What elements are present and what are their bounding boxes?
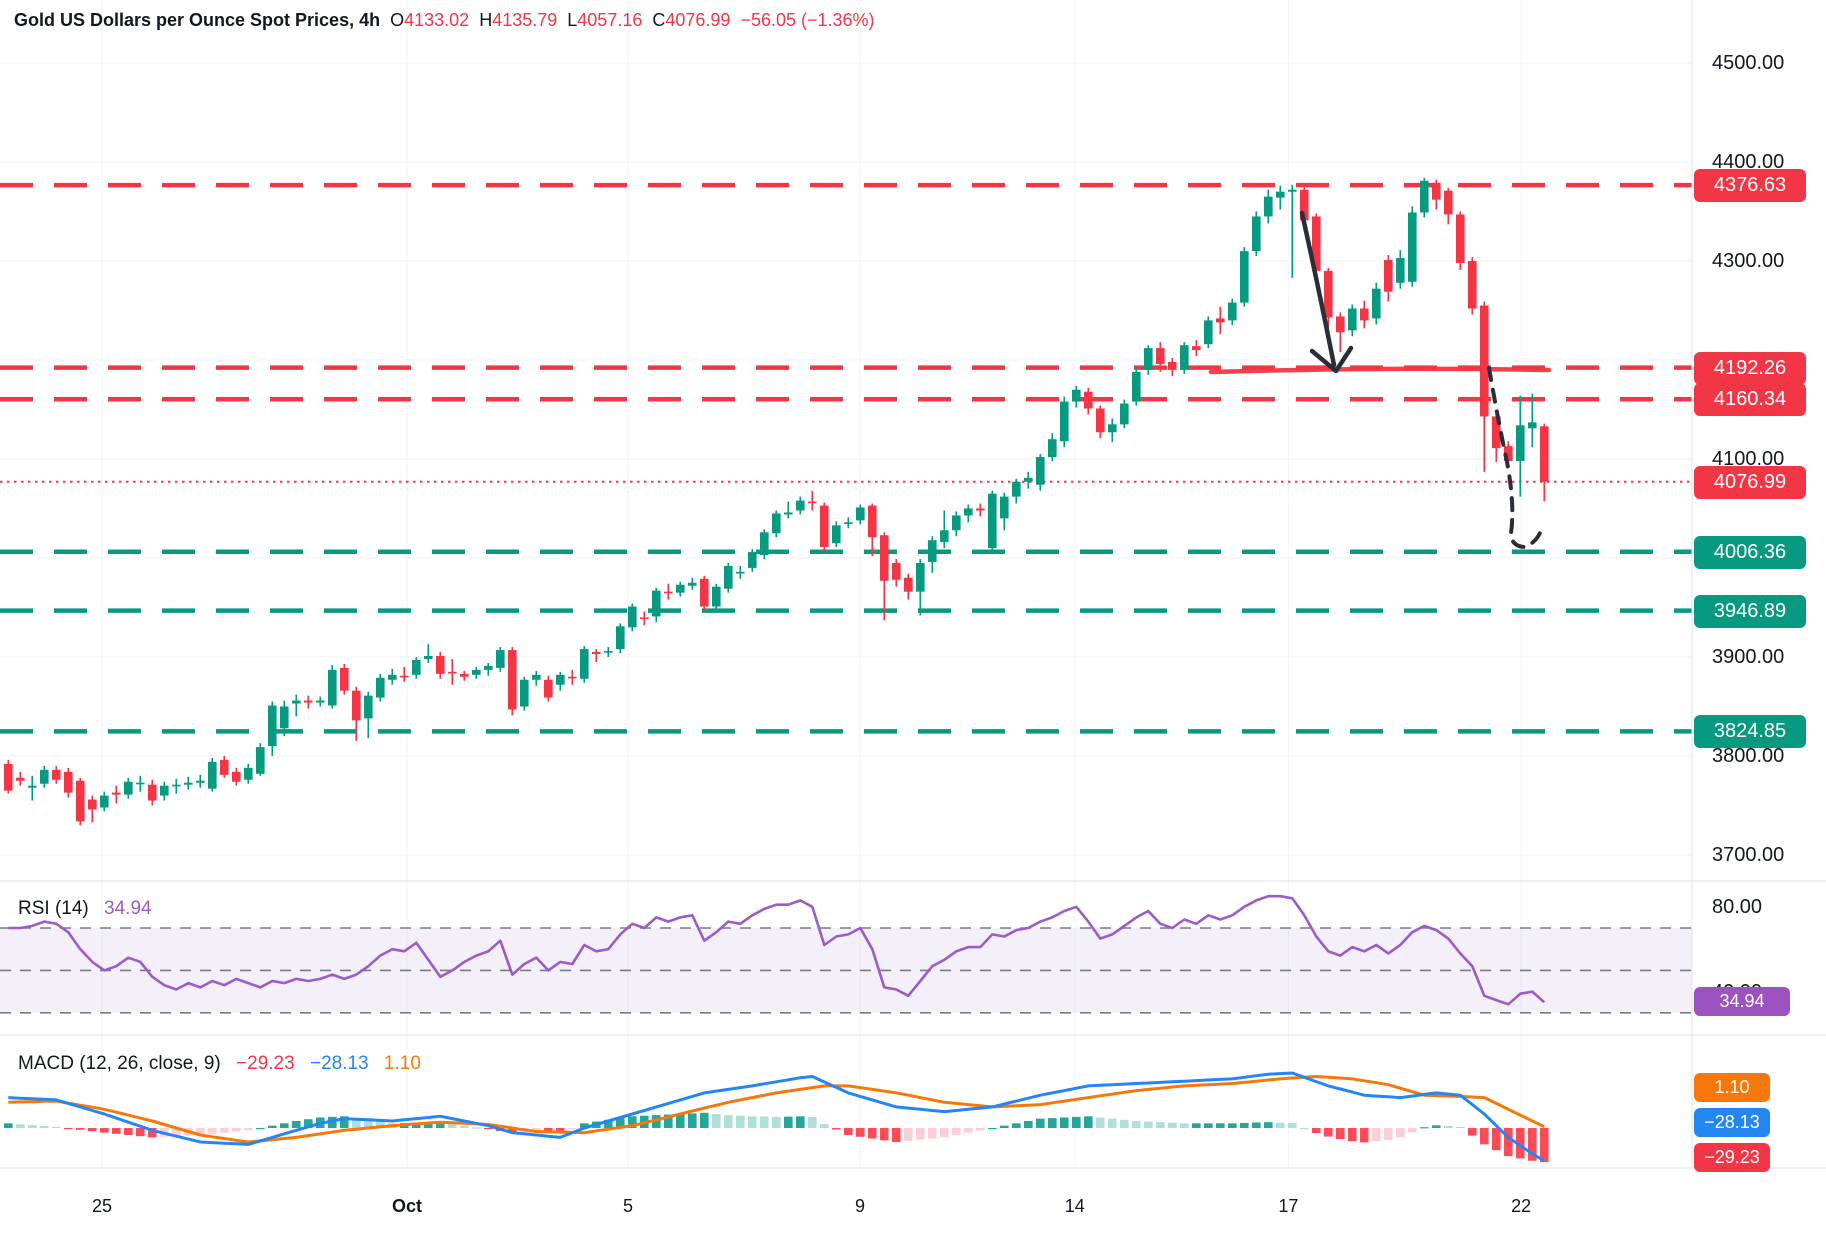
price-axis-label[interactable]: 4300.00 bbox=[1712, 250, 1785, 272]
time-axis-label[interactable]: 14 bbox=[1064, 1196, 1085, 1216]
time-axis-label[interactable]: 5 bbox=[623, 1196, 634, 1216]
change-value: −56.05 (−1.36%) bbox=[740, 10, 875, 30]
time-axis-label[interactable]: 17 bbox=[1278, 1196, 1299, 1216]
price-level-badge: 4160.34 bbox=[1694, 383, 1806, 417]
price-level-badge: 4076.99 bbox=[1694, 465, 1806, 499]
symbol-title: Gold US Dollars per Ounce Spot Prices, 4… bbox=[14, 10, 381, 30]
time-axis-label[interactable]: 25 bbox=[91, 1196, 112, 1216]
macd-hist-value: −29.23 bbox=[236, 1053, 295, 1074]
rsi-legend: RSI (14) 34.94 bbox=[18, 898, 152, 920]
price-axis-label[interactable]: 4400.00 bbox=[1712, 151, 1785, 173]
macd-label: MACD (12, 26, close, 9) bbox=[18, 1053, 221, 1074]
macd-value-badge: −28.13 bbox=[1694, 1108, 1770, 1137]
macd-legend: MACD (12, 26, close, 9) −29.23 −28.13 1.… bbox=[18, 1053, 421, 1075]
price-level-badge: 4376.63 bbox=[1694, 169, 1806, 203]
price-axis-label[interactable]: 3900.00 bbox=[1712, 646, 1785, 668]
symbol-legend: Gold US Dollars per Ounce Spot Prices, 4… bbox=[14, 10, 875, 31]
open-label: O bbox=[390, 10, 405, 30]
rsi-axis-label[interactable]: 80.00 bbox=[1712, 895, 1763, 918]
price-axis-label[interactable]: 3800.00 bbox=[1712, 745, 1785, 767]
price-level-badge: 4192.26 bbox=[1694, 351, 1806, 385]
time-axis-label[interactable]: Oct bbox=[391, 1196, 423, 1216]
macd-value-badge: 1.10 bbox=[1694, 1073, 1770, 1102]
close-label: C bbox=[652, 10, 666, 30]
time-axis-label[interactable]: 9 bbox=[854, 1196, 866, 1216]
macd-value-badge: −29.23 bbox=[1694, 1143, 1770, 1172]
price-axis-label[interactable]: 3700.00 bbox=[1712, 844, 1785, 866]
rsi-value-badge: 34.94 bbox=[1694, 987, 1790, 1017]
open-value: 4133.02 bbox=[404, 10, 470, 30]
low-value: 4057.16 bbox=[577, 10, 643, 30]
macd-line-value: −28.13 bbox=[309, 1053, 369, 1074]
price-level-badge: 4006.36 bbox=[1694, 535, 1806, 569]
close-value: 4076.99 bbox=[665, 10, 731, 30]
price-level-badge: 3946.89 bbox=[1694, 594, 1806, 628]
time-axis-label[interactable]: 22 bbox=[1511, 1196, 1532, 1216]
high-value: 4135.79 bbox=[492, 10, 558, 30]
price-level-badge: 3824.85 bbox=[1694, 715, 1806, 749]
high-label: H bbox=[479, 10, 493, 30]
price-axis-label[interactable]: 4100.00 bbox=[1712, 448, 1785, 470]
price-axis-label[interactable]: 4500.00 bbox=[1712, 52, 1785, 74]
rsi-label: RSI (14) bbox=[18, 898, 89, 919]
low-label: L bbox=[567, 10, 578, 30]
rsi-value: 34.94 bbox=[104, 898, 152, 919]
macd-signal-value: 1.10 bbox=[383, 1053, 421, 1074]
